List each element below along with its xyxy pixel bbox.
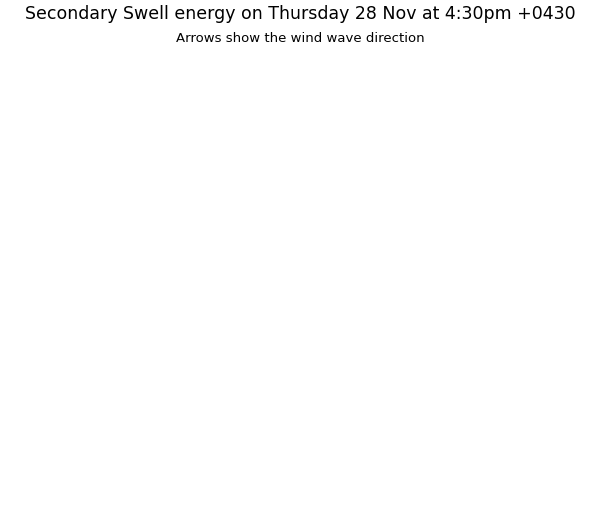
Text: Arrows show the wind wave direction: Arrows show the wind wave direction (176, 32, 425, 45)
Text: Secondary Swell energy on Thursday 28 Nov at 4:30pm +0430: Secondary Swell energy on Thursday 28 No… (25, 5, 576, 23)
